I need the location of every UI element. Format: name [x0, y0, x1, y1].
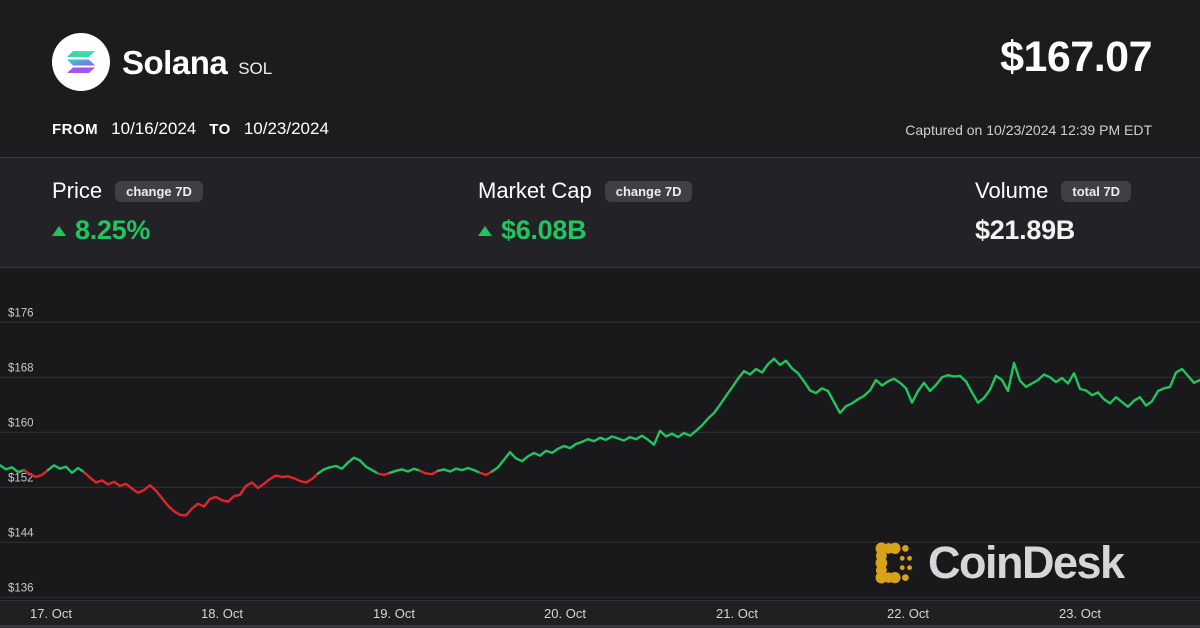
x-axis-label: 20. Oct: [544, 606, 586, 621]
x-axis-label: 19. Oct: [373, 606, 415, 621]
x-axis-label: 23. Oct: [1059, 606, 1101, 621]
x-axis-label: 17. Oct: [30, 606, 72, 621]
price-line-segment: [376, 471, 392, 477]
price-line-segment: [418, 469, 440, 476]
price-line-segment: [490, 357, 1200, 473]
price-line-segment: [0, 464, 26, 474]
from-label: FROM: [52, 121, 99, 138]
x-axis-label: 18. Oct: [201, 606, 243, 621]
volume-value: $21.89B: [975, 215, 1075, 245]
up-arrow-icon: [52, 225, 66, 236]
price-line-chart: $176 $168 $160 $152 $144 $136: [0, 307, 1200, 598]
coindesk-wordmark: CoinDesk: [928, 537, 1125, 588]
coin-name: Solana: [122, 44, 228, 81]
to-label: TO: [209, 121, 231, 138]
price-line-segment: [478, 470, 494, 477]
price-badge: change 7D: [115, 180, 203, 202]
coindesk-logo-icon: [875, 542, 912, 584]
y-axis-label: $168: [8, 362, 34, 374]
coindesk-watermark: CoinDesk: [872, 537, 1125, 589]
market-cap-badge: change 7D: [604, 180, 693, 202]
stat-market-cap: Market Cap change 7D $6.08B: [478, 178, 693, 246]
date-range: FROM 10/16/2024 TO 10/23/2024: [52, 119, 329, 139]
price-label: Price: [52, 178, 103, 203]
price-line-segment: [316, 456, 380, 475]
to-date: 10/23/2024: [243, 119, 329, 138]
stat-volume: Volume total 7D $21.89B: [975, 178, 1132, 246]
price-line-segment: [22, 468, 50, 479]
solana-logo-icon: [52, 33, 110, 91]
market-cap-change-value: $6.08B: [501, 215, 587, 245]
price-line-segment: [46, 464, 86, 475]
price-line-segment: [388, 467, 422, 475]
captured-timestamp: Captured on 10/23/2024 12:39 PM EDT: [905, 122, 1152, 138]
y-axis-label: $160: [8, 417, 34, 429]
current-price: $167.07: [1000, 33, 1152, 81]
x-axis-label: 22. Oct: [887, 606, 929, 621]
volume-badge: total 7D: [1061, 180, 1132, 202]
y-axis-label: $152: [8, 472, 34, 484]
price-line-segment: [436, 466, 482, 475]
price-chart: $176 $168 $160 $152 $144 $136: [0, 268, 1200, 600]
y-axis-label: $144: [8, 527, 34, 539]
x-axis-label: 21. Oct: [716, 606, 758, 621]
price-change-value: 8.25%: [75, 215, 151, 245]
price-line-segment: [82, 470, 320, 517]
stat-price: Price change 7D 8.25%: [52, 178, 203, 246]
header: Solana SOL $167.07 FROM 10/16/2024 TO 10…: [0, 0, 1200, 157]
stats-band: Price change 7D 8.25% Market Cap change …: [0, 157, 1200, 268]
y-axis-label: $136: [8, 582, 34, 594]
market-cap-label: Market Cap: [478, 178, 592, 203]
from-date: 10/16/2024: [111, 119, 197, 138]
y-axis-label: $176: [8, 307, 34, 319]
volume-label: Volume: [975, 178, 1049, 203]
up-arrow-icon: [478, 225, 492, 236]
x-axis: 17. Oct 18. Oct 19. Oct 20. Oct 21. Oct 22. O…: [0, 600, 1200, 628]
coin-symbol: SOL: [238, 59, 273, 78]
